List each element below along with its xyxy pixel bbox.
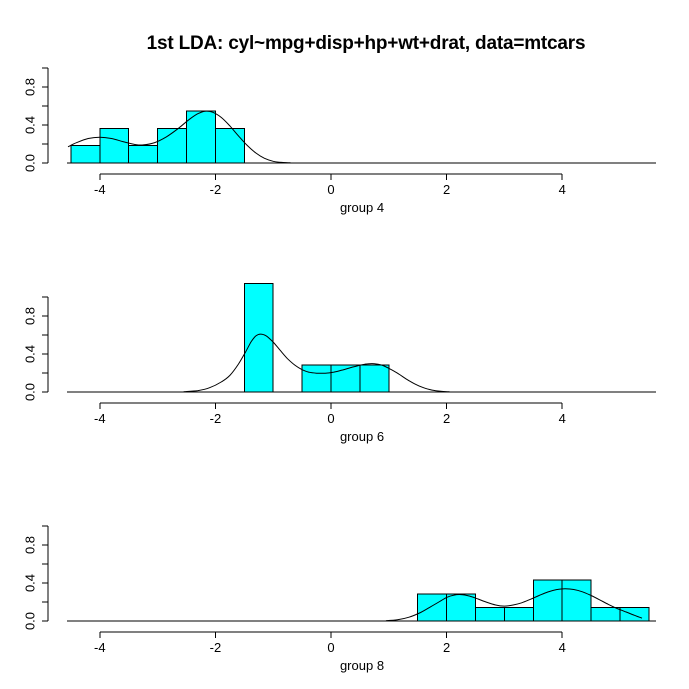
x-axis: -4 -2 0 2 4 <box>94 631 566 655</box>
panel-group-6: 0.0 0.4 0.8 -4 -2 0 2 4 group 6 <box>22 282 656 444</box>
y-axis: 0.0 0.4 0.8 <box>22 525 49 630</box>
x-axis-tick-label: 4 <box>559 640 566 655</box>
group-label: group 4 <box>340 200 384 215</box>
x-axis-tick-label: -2 <box>210 182 222 197</box>
x-axis-tick-label: 2 <box>443 640 450 655</box>
y-axis-label: 0.4 <box>22 574 37 592</box>
histogram-bar <box>186 110 216 164</box>
x-axis-tick-label: 0 <box>327 640 334 655</box>
histogram-bar <box>128 145 159 164</box>
histogram-bar <box>561 579 592 622</box>
histogram-bar <box>70 145 101 164</box>
y-axis: 0.0 0.4 0.8 <box>22 67 49 172</box>
y-axis-label: 0.4 <box>22 116 37 134</box>
histogram-bar <box>301 364 332 393</box>
y-axis: 0.0 0.4 0.8 <box>22 296 49 401</box>
y-axis-label: 0.4 <box>22 345 37 363</box>
histogram-bar <box>446 593 477 622</box>
x-axis-tick-label: -2 <box>210 411 222 426</box>
histogram-bar <box>214 127 245 164</box>
x-axis-tick-label: -4 <box>94 182 106 197</box>
histogram-bar <box>330 364 361 393</box>
x-axis: -4 -2 0 2 4 <box>94 402 566 426</box>
histogram-bar <box>99 127 130 164</box>
x-axis-tick-label: -4 <box>94 640 106 655</box>
x-axis-tick-label: 0 <box>327 411 334 426</box>
group-label: group 6 <box>340 429 384 444</box>
x-axis-tick-label: 0 <box>327 182 334 197</box>
y-axis-label: 0.8 <box>22 307 37 325</box>
y-axis-label: 0.0 <box>22 383 37 401</box>
density-curve <box>385 588 643 622</box>
x-axis: -4 -2 0 2 4 <box>94 173 566 197</box>
group-label: group 8 <box>340 658 384 673</box>
density-curve <box>67 110 291 164</box>
chart-title: 1st LDA: cyl~mpg+disp+hp+wt+drat, data=m… <box>147 33 586 54</box>
x-axis-tick-label: 4 <box>559 411 566 426</box>
histogram-bar <box>532 579 563 622</box>
x-axis-tick-label: -2 <box>210 640 222 655</box>
x-axis-tick-label: 2 <box>443 182 450 197</box>
histogram-bar <box>503 606 534 622</box>
panels-container: 0.0 0.4 0.8 -4 -2 0 2 4 group 4 0.0 0.4 0.8 -4 -2 0 2 4 g… <box>22 67 656 673</box>
panel-group-4: 0.0 0.4 0.8 -4 -2 0 2 4 group 4 <box>22 67 656 215</box>
y-axis-label: 0.8 <box>22 78 37 96</box>
x-axis-tick-label: 2 <box>443 411 450 426</box>
histogram-bar <box>417 593 448 622</box>
histogram-bar <box>475 606 505 622</box>
histogram-bar <box>359 364 390 393</box>
panel-group-8: 0.0 0.4 0.8 -4 -2 0 2 4 group 8 <box>22 525 656 673</box>
y-axis-label: 0.0 <box>22 154 37 172</box>
x-axis-tick-label: -4 <box>94 411 106 426</box>
density-curve <box>183 333 450 393</box>
x-axis-tick-label: 4 <box>559 182 566 197</box>
histogram-bar <box>590 606 621 622</box>
y-axis-label: 0.8 <box>22 536 37 554</box>
histogram-bar <box>619 606 650 622</box>
y-axis-label: 0.0 <box>22 612 37 630</box>
